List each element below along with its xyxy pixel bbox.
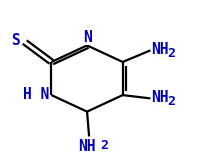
Text: NH: NH [151, 42, 168, 57]
Text: N: N [82, 30, 91, 45]
Text: NH: NH [151, 90, 168, 105]
Text: H N: H N [23, 87, 49, 102]
Text: 2: 2 [100, 139, 108, 152]
Text: NH: NH [78, 139, 95, 154]
Text: 2: 2 [167, 47, 175, 60]
Text: S: S [11, 33, 20, 48]
Text: 2: 2 [167, 95, 175, 108]
